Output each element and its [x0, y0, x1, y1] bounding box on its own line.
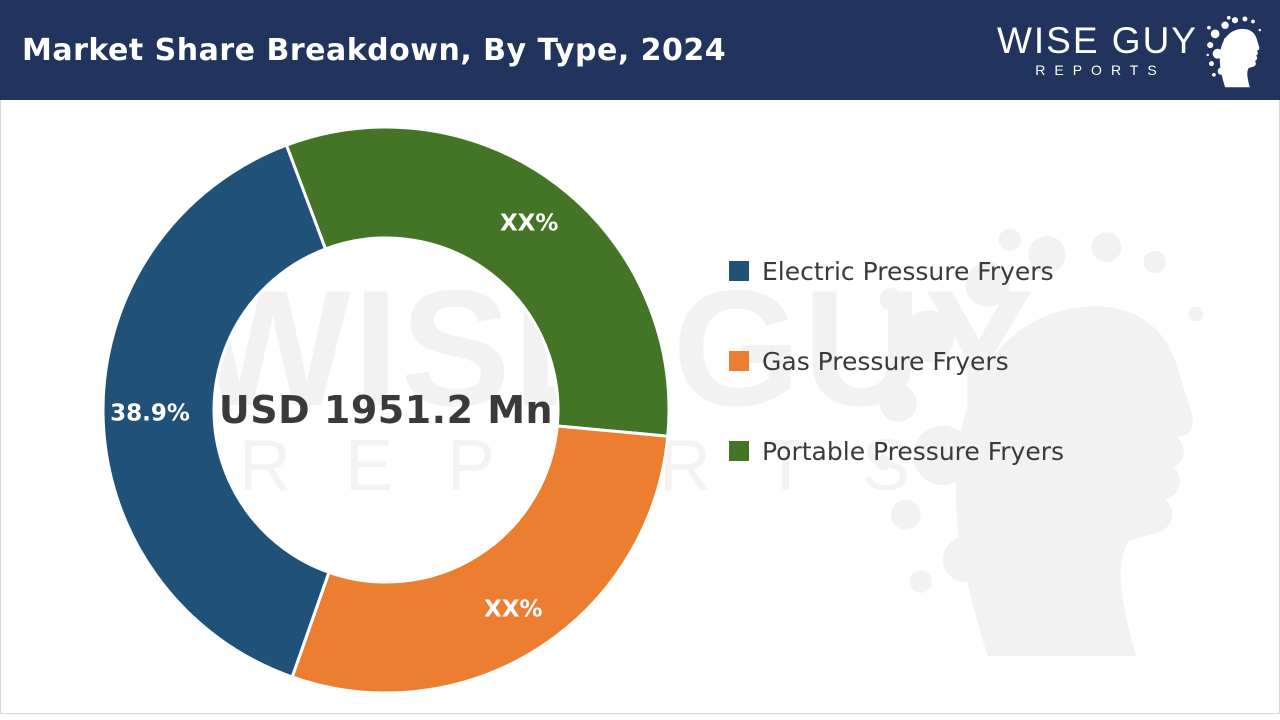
legend-label-electric: Electric Pressure Fryers — [762, 256, 1054, 286]
legend-swatch-portable — [729, 441, 749, 461]
legend-label-gas: Gas Pressure Fryers — [762, 346, 1009, 376]
pie-slice-electric — [101, 143, 331, 679]
slice-value-label-gas: XX% — [484, 597, 543, 623]
pie-slice-gas — [290, 424, 670, 695]
logo-head-icon — [1206, 15, 1262, 88]
donut-chart: XX% XX% 38.9% — [101, 125, 671, 695]
legend-item-portable: Portable Pressure Fryers — [729, 436, 1064, 466]
logo-title: WISE GUY — [996, 20, 1198, 61]
legend-label-portable: Portable Pressure Fryers — [762, 436, 1065, 466]
page-title: Market Share Breakdown, By Type, 2024 — [22, 32, 727, 68]
legend-swatch-gas — [729, 351, 749, 371]
chart-area: WISE GUY REPORTS XX%XX%38.9% USD 1951.2 … — [0, 100, 1280, 714]
legend-item-gas: Gas Pressure Fryers — [729, 346, 1064, 376]
slice-value-label-portable: XX% — [500, 210, 559, 236]
pie-slice-portable — [284, 125, 671, 438]
logo-wordmark: WISE GUY REPORTS — [997, 22, 1198, 78]
wise-guy-reports-logo: WISE GUY REPORTS — [997, 12, 1266, 88]
slice-value-label-electric: 38.9% — [110, 401, 190, 427]
legend-item-electric: Electric Pressure Fryers — [729, 256, 1064, 286]
legend-swatch-electric — [729, 261, 749, 281]
legend: Electric Pressure Fryers Gas Pressure Fr… — [729, 256, 1064, 526]
donut-center-label: USD 1951.2 Mn — [218, 388, 554, 432]
header: Market Share Breakdown, By Type, 2024 WI… — [0, 0, 1280, 100]
logo-subtitle: REPORTS — [1035, 62, 1166, 78]
